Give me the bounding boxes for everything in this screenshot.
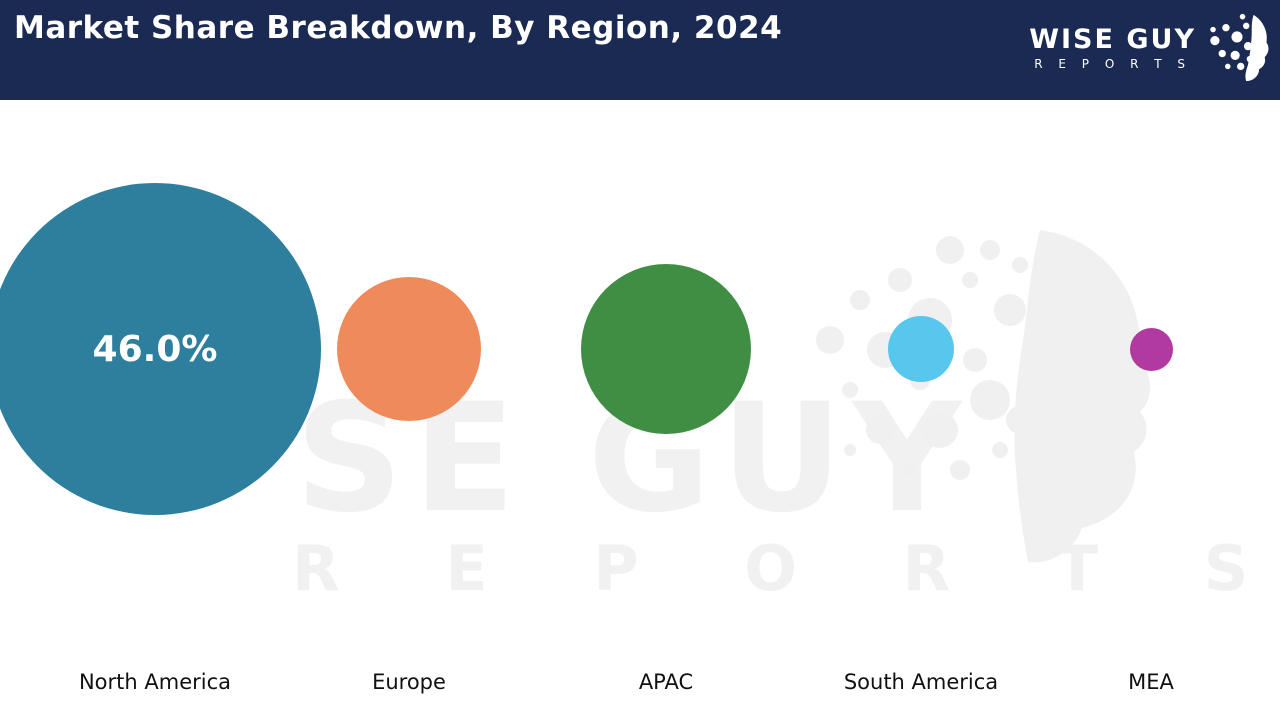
logo-subtext: R E P O R T S: [1034, 57, 1191, 72]
bubble-north-america: 46.0%: [0, 183, 321, 515]
bubble-europe: [337, 277, 481, 421]
logo-text: WISE GUY R E P O R T S: [1029, 23, 1196, 72]
bubble-mea: [1129, 327, 1173, 371]
region-label-south-america: South America: [843, 670, 999, 694]
page-title: Market Share Breakdown, By Region, 2024: [14, 10, 783, 46]
wise-guy-logo: WISE GUY R E P O R T S: [1029, 6, 1272, 90]
bubble-south-america: [888, 316, 954, 382]
region-label-north-america: North America: [78, 670, 232, 694]
region-label-europe: Europe: [372, 670, 446, 694]
watermark-head-icon: [816, 230, 1151, 563]
header: Market Share Breakdown, By Region, 2024 …: [0, 0, 1280, 100]
logo-wordmark: WISE GUY: [1029, 23, 1196, 55]
watermark-text-2: R E P O R T S: [292, 532, 1280, 605]
bubble-chart: SE GUY R E P O R T S: [0, 100, 1280, 720]
wiseguy-head-icon: [1210, 13, 1269, 82]
bubble-value-label: 46.0%: [92, 328, 218, 370]
bubble-apac: [581, 264, 751, 434]
region-label-apac: APAC: [638, 670, 694, 694]
region-label-mea: MEA: [1128, 670, 1174, 694]
